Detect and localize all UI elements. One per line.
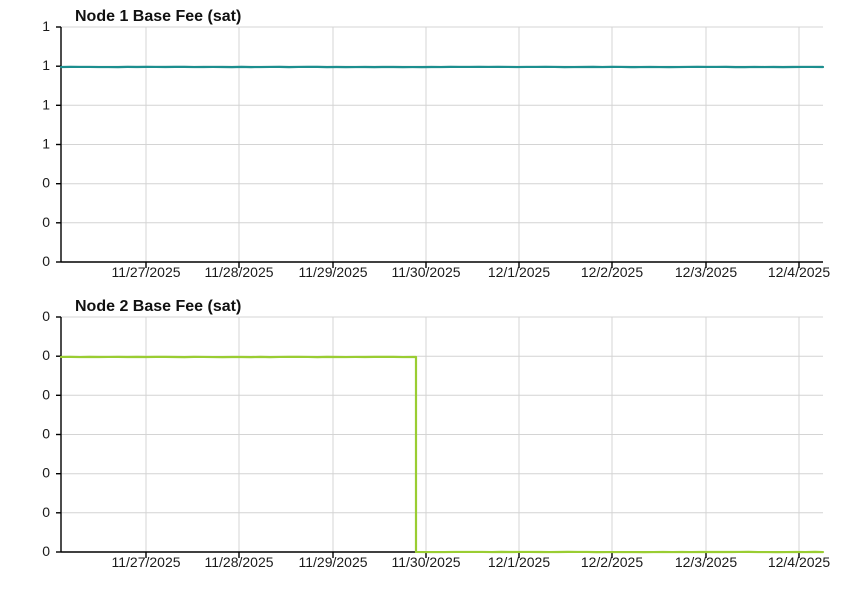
svg-text:1: 1: [42, 96, 50, 112]
svg-text:1: 1: [42, 18, 50, 34]
svg-text:11/30/2025: 11/30/2025: [391, 264, 460, 280]
svg-text:11/29/2025: 11/29/2025: [298, 554, 367, 570]
svg-text:0: 0: [42, 253, 50, 269]
svg-text:0: 0: [42, 465, 50, 481]
svg-text:0: 0: [42, 214, 50, 230]
svg-text:12/2/2025: 12/2/2025: [581, 264, 643, 280]
svg-text:11/27/2025: 11/27/2025: [111, 264, 180, 280]
svg-text:1: 1: [42, 57, 50, 73]
svg-text:1: 1: [42, 136, 50, 152]
svg-text:0: 0: [42, 386, 50, 402]
svg-text:12/3/2025: 12/3/2025: [675, 554, 737, 570]
svg-text:12/3/2025: 12/3/2025: [675, 264, 737, 280]
svg-text:11/28/2025: 11/28/2025: [204, 264, 273, 280]
svg-text:12/4/2025: 12/4/2025: [768, 554, 830, 570]
svg-text:0: 0: [42, 543, 50, 559]
svg-text:0: 0: [42, 504, 50, 520]
svg-text:0: 0: [42, 347, 50, 363]
svg-text:12/4/2025: 12/4/2025: [768, 264, 830, 280]
svg-text:11/30/2025: 11/30/2025: [391, 554, 460, 570]
svg-text:12/1/2025: 12/1/2025: [488, 264, 550, 280]
svg-text:11/27/2025: 11/27/2025: [111, 554, 180, 570]
svg-text:0: 0: [42, 426, 50, 442]
svg-text:12/1/2025: 12/1/2025: [488, 554, 550, 570]
svg-text:12/2/2025: 12/2/2025: [581, 554, 643, 570]
svg-text:0: 0: [42, 308, 50, 324]
svg-text:11/28/2025: 11/28/2025: [204, 554, 273, 570]
svg-text:0: 0: [42, 175, 50, 191]
svg-text:11/29/2025: 11/29/2025: [298, 264, 367, 280]
